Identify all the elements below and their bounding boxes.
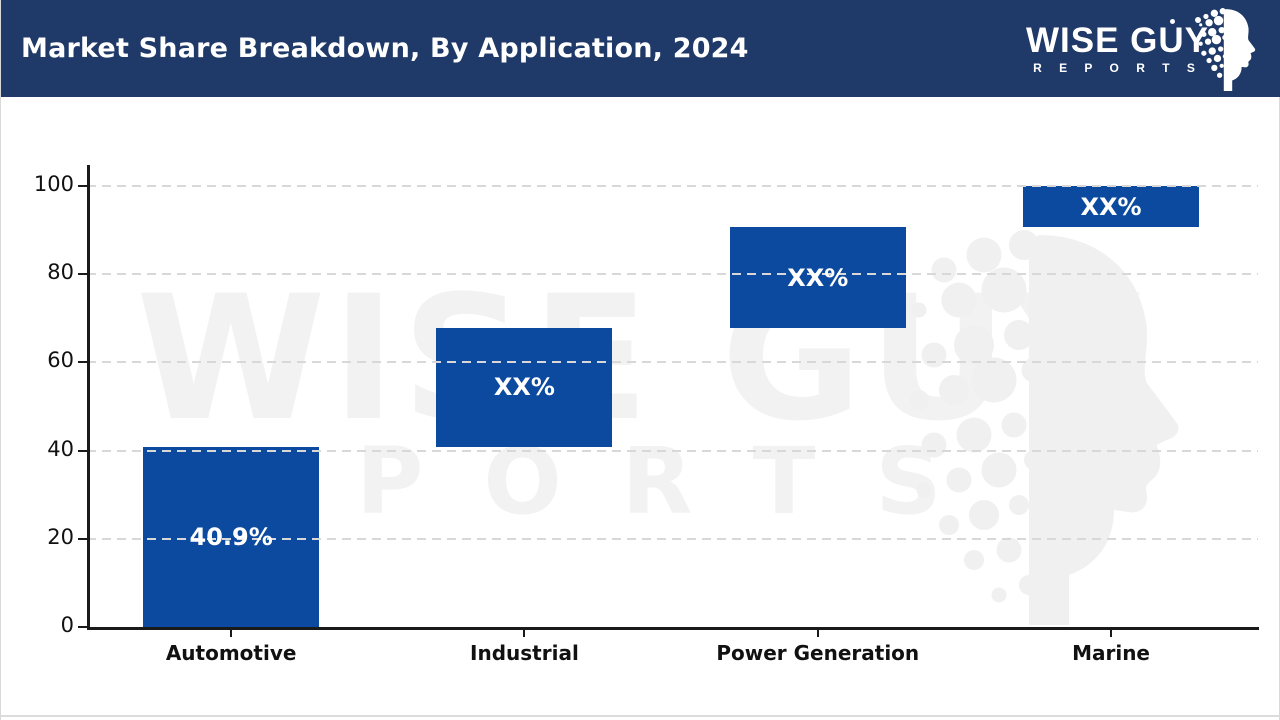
y-tick-label-100: 100	[33, 172, 74, 196]
gridline-20	[87, 537, 1258, 540]
y-tick-60	[78, 361, 87, 364]
wiseguy-logo: WISE GUY R E P O R T S	[1026, 4, 1267, 94]
logo-dot-icon	[1195, 17, 1201, 23]
y-tick-80	[78, 273, 87, 276]
gridline-40	[87, 449, 1258, 452]
bar-value-label: 40.9%	[189, 522, 273, 551]
bar-value-label: XX%	[787, 263, 849, 292]
gridline-80	[87, 273, 1258, 276]
x-tick-2	[816, 628, 819, 637]
logo-subtitle: R E P O R T S	[1033, 61, 1202, 75]
y-tick-label-0: 0	[60, 613, 74, 637]
bar-value-label: XX%	[493, 373, 555, 402]
bar-automotive	[143, 446, 320, 627]
gridline-60	[87, 361, 1258, 364]
wiseguy-face-icon	[1198, 8, 1256, 91]
header-bar: Market Share Breakdown, By Application, …	[1, 0, 1280, 97]
x-tick-3	[1110, 628, 1113, 637]
logo-wordmark: WISE GUY	[1025, 21, 1209, 60]
y-tick-label-40: 40	[47, 436, 74, 461]
bar-power-generation	[729, 227, 906, 328]
y-tick-20	[78, 537, 87, 540]
x-axis-spine	[87, 627, 1259, 630]
category-label: Power Generation	[716, 641, 920, 665]
category-label: Marine	[1072, 641, 1150, 665]
x-tick-0	[230, 628, 233, 637]
logo-dot-icon	[1170, 19, 1175, 24]
bar-industrial	[436, 328, 613, 447]
wiseguy-face-watermark-icon	[909, 230, 1179, 625]
y-tick-100	[78, 185, 87, 187]
category-label: Industrial	[470, 641, 579, 665]
gridline-100	[87, 185, 1258, 187]
y-tick-label-20: 20	[47, 524, 74, 549]
figure-bottom-border	[1, 715, 1280, 717]
bar-value-label: XX%	[1080, 192, 1142, 221]
bar-marine	[1023, 186, 1200, 227]
y-tick-40	[78, 449, 87, 452]
y-tick-label-60: 60	[47, 348, 74, 373]
x-tick-1	[523, 628, 526, 637]
y-tick-0	[78, 626, 87, 628]
category-label: Automotive	[165, 641, 297, 665]
y-tick-label-80: 80	[47, 260, 74, 285]
page-title: Market Share Breakdown, By Application, …	[21, 33, 749, 64]
y-axis-spine	[87, 165, 90, 630]
